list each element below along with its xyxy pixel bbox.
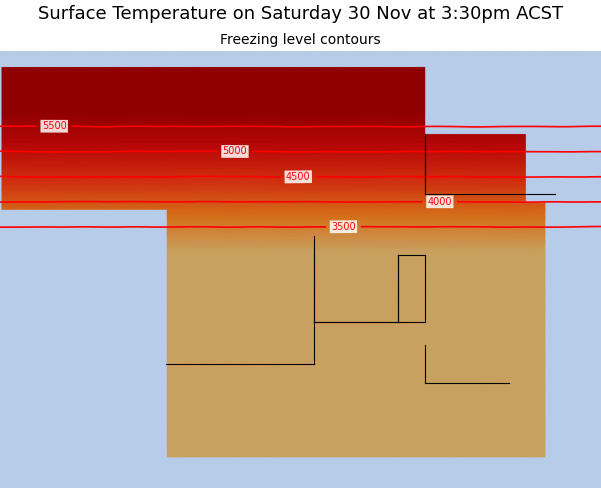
Text: Freezing level contours: Freezing level contours <box>220 33 381 47</box>
Text: Surface Temperature on Saturday 30 Nov at 3:30pm ACST: Surface Temperature on Saturday 30 Nov a… <box>38 5 563 23</box>
Text: 4500: 4500 <box>286 172 311 182</box>
Text: 4000: 4000 <box>427 197 452 207</box>
Text: 3500: 3500 <box>331 222 356 232</box>
Text: 5000: 5000 <box>222 146 247 157</box>
Text: 5500: 5500 <box>42 121 67 131</box>
